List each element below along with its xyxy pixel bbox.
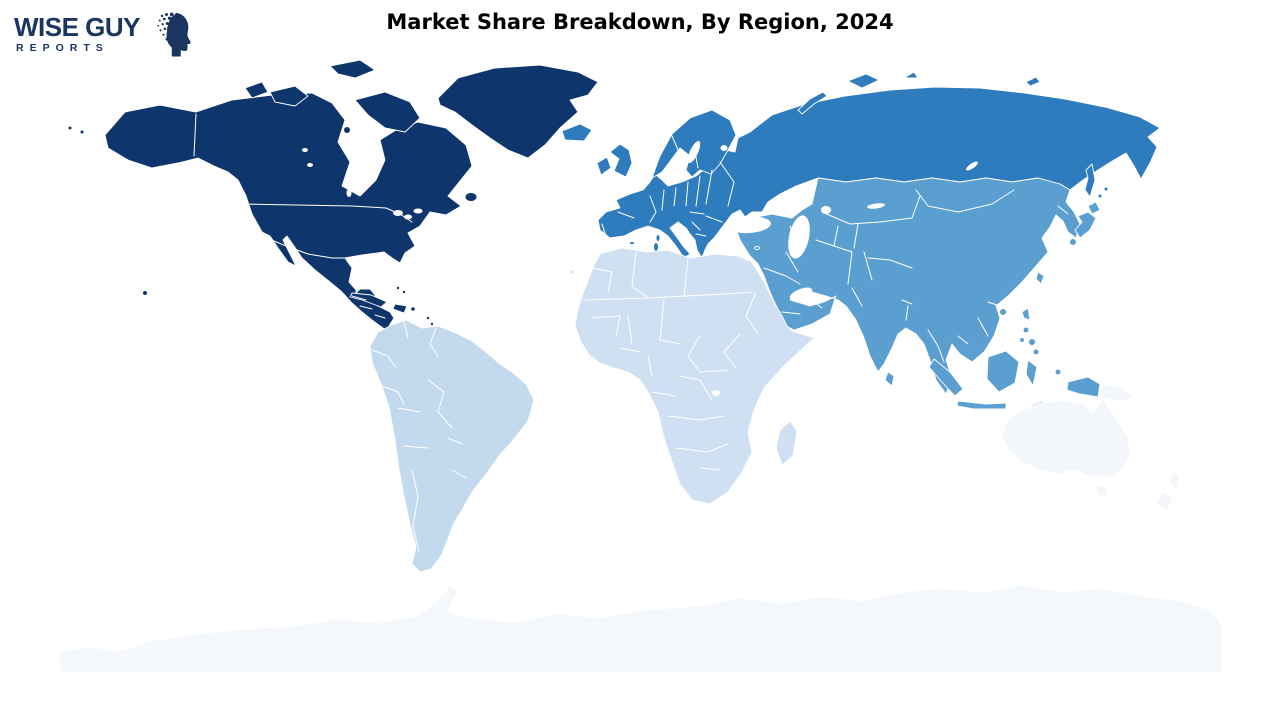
great-britain [609, 143, 633, 178]
philippines-5 [1033, 349, 1039, 355]
north-america-mainland [104, 92, 473, 336]
greenland [437, 64, 599, 159]
region-south-america [369, 319, 535, 573]
puerto-rico [411, 307, 415, 311]
region-antarctica [59, 584, 1223, 673]
caspian-sea [788, 215, 810, 259]
aleutians-2 [80, 130, 84, 134]
borneo [986, 350, 1020, 393]
hainan [1000, 309, 1006, 315]
africa-mainland [574, 247, 815, 505]
lake-ladoga [720, 145, 728, 151]
region-oceania [1001, 383, 1181, 512]
philippines-3 [1029, 339, 1035, 345]
corsica [655, 234, 661, 242]
lesser-antilles-1 [426, 316, 430, 320]
asia-mainland [735, 177, 1081, 395]
madagascar [775, 420, 798, 466]
lesser-antilles-2 [430, 322, 434, 326]
region-africa [570, 247, 815, 505]
new-zealand-north [1168, 469, 1181, 490]
new-zealand-south [1156, 491, 1174, 512]
cyprus [754, 246, 760, 250]
wise-guy-reports-logo: WISE GUY REPORTS [14, 8, 192, 60]
region-asia-middle-east [735, 177, 1101, 410]
sumatra [928, 358, 964, 397]
logo-line2: REPORTS [16, 42, 109, 55]
svalbard [847, 73, 880, 89]
baffin-island [354, 91, 421, 133]
jamaica [378, 310, 382, 314]
black-sea [729, 216, 771, 234]
logo-wordmark: WISE GUY REPORTS [14, 12, 141, 55]
persian-gulf [789, 287, 813, 301]
southampton-island [344, 127, 350, 133]
tasmania [1095, 484, 1109, 498]
lake-balkhash [867, 203, 885, 209]
philippines-4 [1020, 338, 1024, 342]
antarctica [59, 584, 1223, 673]
hawaii [143, 291, 147, 295]
region-north-america [68, 59, 599, 336]
bahamas [396, 286, 400, 290]
page-title: Market Share Breakdown, By Region, 2024 [386, 10, 894, 34]
sakhalin [1084, 163, 1096, 198]
philippines-luzon [1021, 307, 1031, 321]
new-siberian-islands [1025, 76, 1041, 87]
halmahera [1055, 369, 1061, 375]
sardinia [653, 242, 659, 252]
logo-head-icon [157, 12, 191, 57]
aleutians-1 [68, 126, 72, 130]
bahamas-2 [402, 290, 406, 294]
sulawesi [1025, 359, 1038, 387]
kuril-2 [1104, 187, 1108, 191]
country-borders [193, 113, 1069, 553]
japan-kyushu [1070, 239, 1076, 245]
novaya-zemlya [797, 91, 828, 115]
australia [1001, 397, 1131, 479]
ireland [596, 156, 612, 176]
ellesmere-island [329, 59, 376, 79]
japan-honshu [1074, 211, 1097, 239]
severnaya-zemlya [903, 71, 919, 79]
sri-lanka [884, 371, 895, 387]
papua-new-guinea [1099, 383, 1134, 403]
cuba [349, 292, 388, 308]
kuril-1 [1098, 194, 1102, 198]
newfoundland [464, 192, 478, 202]
hispaniola [392, 303, 408, 314]
lake-baikal [966, 161, 978, 171]
logo-line1: WISE GUY [14, 12, 141, 43]
gulf-of-bothnia [687, 140, 701, 164]
taiwan [1035, 271, 1045, 285]
banks-island [244, 81, 269, 99]
canary-islands [570, 270, 574, 274]
lake-victoria [712, 390, 720, 396]
south-america-mainland [369, 319, 535, 573]
iceland [561, 123, 593, 142]
aral-sea [821, 206, 831, 214]
japan-hokkaido [1087, 201, 1101, 215]
victoria-island [269, 85, 309, 107]
balearic-islands [629, 241, 635, 245]
west-new-guinea [1066, 376, 1101, 398]
java [956, 400, 1007, 410]
philippines-2 [1023, 327, 1029, 333]
